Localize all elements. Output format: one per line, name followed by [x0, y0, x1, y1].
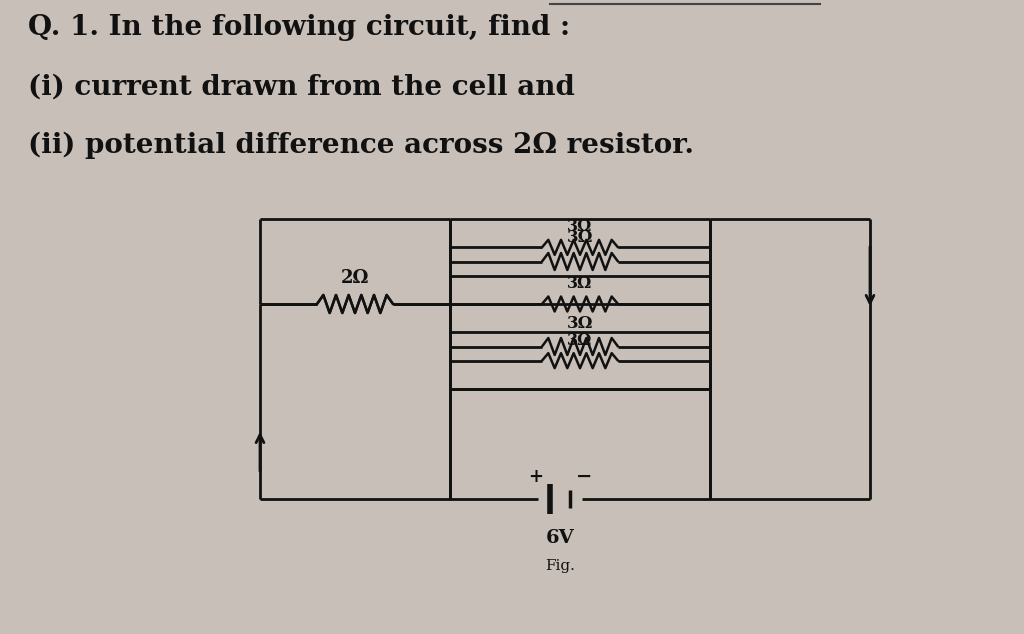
Text: Fig.: Fig. — [545, 559, 574, 573]
Text: 3Ω: 3Ω — [567, 275, 593, 292]
Text: −: − — [575, 468, 592, 486]
Text: Q. 1. In the following circuit, find :: Q. 1. In the following circuit, find : — [28, 14, 570, 41]
Text: 3Ω: 3Ω — [567, 218, 593, 235]
Text: +: + — [528, 468, 544, 486]
Text: 3Ω: 3Ω — [566, 314, 593, 332]
Text: 2Ω: 2Ω — [341, 269, 370, 287]
Text: 3Ω: 3Ω — [567, 332, 593, 349]
Text: (i) current drawn from the cell and: (i) current drawn from the cell and — [28, 74, 574, 101]
Text: 3Ω: 3Ω — [566, 230, 593, 247]
Text: (ii) potential difference across 2Ω resistor.: (ii) potential difference across 2Ω resi… — [28, 132, 694, 159]
Text: 6V: 6V — [546, 529, 574, 547]
